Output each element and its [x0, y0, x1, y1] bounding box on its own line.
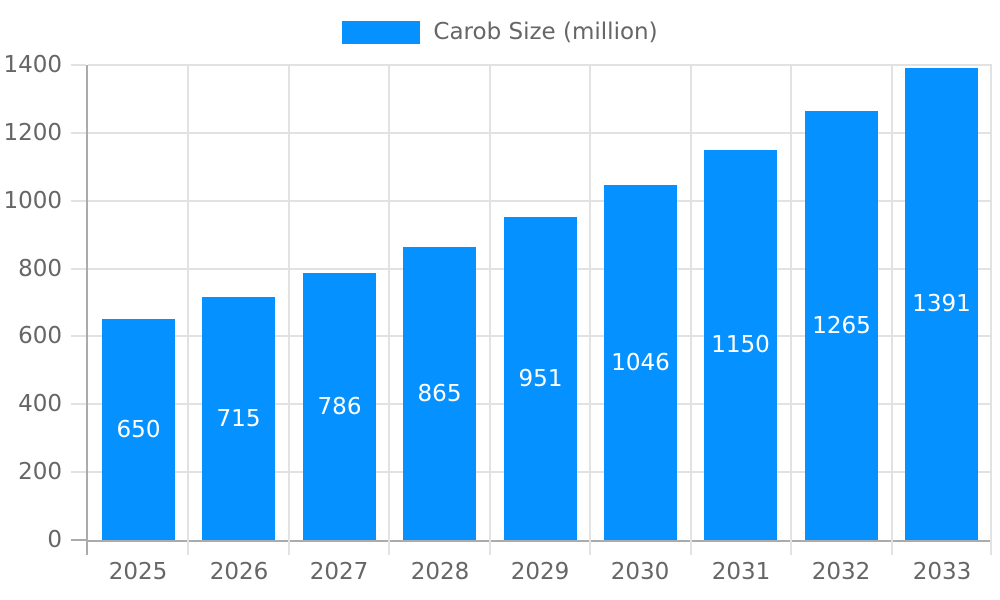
y-tick-mark: [71, 132, 86, 134]
y-tick-mark: [71, 403, 86, 405]
y-tick-mark: [71, 268, 86, 270]
y-tick-mark: [71, 335, 86, 337]
bar-2026: 715: [202, 297, 275, 540]
bar-2025: 650: [102, 319, 175, 540]
bar-2033: 1391: [905, 68, 978, 540]
y-tick-mark: [71, 539, 86, 541]
y-tick-mark: [71, 471, 86, 473]
gridline-y: [88, 64, 992, 66]
x-axis-tick-label: 2026: [209, 559, 269, 585]
gridline-x: [790, 65, 792, 540]
bar-value-label: 1391: [912, 291, 971, 317]
bar-value-label: 951: [518, 365, 563, 392]
x-tick-mark: [990, 540, 992, 555]
x-axis-tick-label: 2029: [510, 559, 570, 585]
y-tick-mark: [71, 64, 86, 66]
x-axis-tick-label: 2033: [912, 559, 972, 585]
legend-label: Carob Size (million): [433, 19, 658, 45]
plot-area: 650 715 786 865 951 1046 1150 1265 1391: [71, 64, 992, 555]
x-axis-tick-label: 2027: [309, 559, 369, 585]
x-tick-mark: [589, 540, 591, 555]
bar-value-label: 650: [116, 416, 161, 443]
gridline-y: [88, 200, 992, 202]
y-axis-tick-label: 1200: [3, 120, 62, 146]
x-axis-tick-label: 2028: [410, 559, 470, 585]
bar-value-label: 715: [216, 405, 261, 432]
gridline-x: [690, 65, 692, 540]
x-axis-tick-label: 2032: [811, 559, 871, 585]
bar-2027: 786: [303, 273, 376, 540]
gridline-y: [88, 132, 992, 134]
x-tick-mark: [388, 540, 390, 555]
bar-2030: 1046: [604, 185, 677, 540]
y-axis-tick-label: 1000: [3, 188, 62, 214]
bar-2029: 951: [504, 217, 577, 540]
gridline-x: [990, 65, 992, 540]
bar-2031: 1150: [704, 150, 777, 540]
gridline-x: [489, 65, 491, 540]
gridline-x: [589, 65, 591, 540]
bar-2032: 1265: [805, 111, 878, 540]
x-axis-tick-label: 2030: [610, 559, 670, 585]
x-axis-tick-label: 2031: [711, 559, 771, 585]
y-axis-tick-label: 600: [18, 323, 62, 349]
bar-value-label: 1150: [711, 332, 770, 358]
x-tick-mark: [891, 540, 893, 555]
x-tick-mark: [489, 540, 491, 555]
x-tick-mark: [187, 540, 189, 555]
bar-value-label: 786: [317, 393, 362, 420]
y-axis-tick-label: 800: [18, 256, 62, 282]
y-axis-tick-label: 1400: [3, 52, 62, 78]
x-axis-tick-label: 2025: [108, 559, 168, 585]
gridline-x: [288, 65, 290, 540]
y-axis-tick-label: 0: [47, 527, 62, 553]
gridline-x: [891, 65, 893, 540]
y-axis-tick-label: 400: [18, 391, 62, 417]
legend-swatch: [342, 21, 421, 44]
bar-value-label: 1046: [611, 349, 670, 376]
gridline-x: [388, 65, 390, 540]
x-tick-mark: [288, 540, 290, 555]
bar-value-label: 1265: [812, 312, 871, 339]
y-tick-mark: [71, 200, 86, 202]
x-tick-mark: [790, 540, 792, 555]
y-axis-tick-label: 200: [18, 459, 62, 485]
bar-value-label: 865: [417, 380, 462, 407]
legend-item[interactable]: Carob Size (million): [0, 19, 1000, 46]
x-tick-mark: [690, 540, 692, 555]
gridline-x: [187, 65, 189, 540]
bar-2028: 865: [403, 247, 476, 540]
x-tick-mark: [86, 540, 88, 555]
